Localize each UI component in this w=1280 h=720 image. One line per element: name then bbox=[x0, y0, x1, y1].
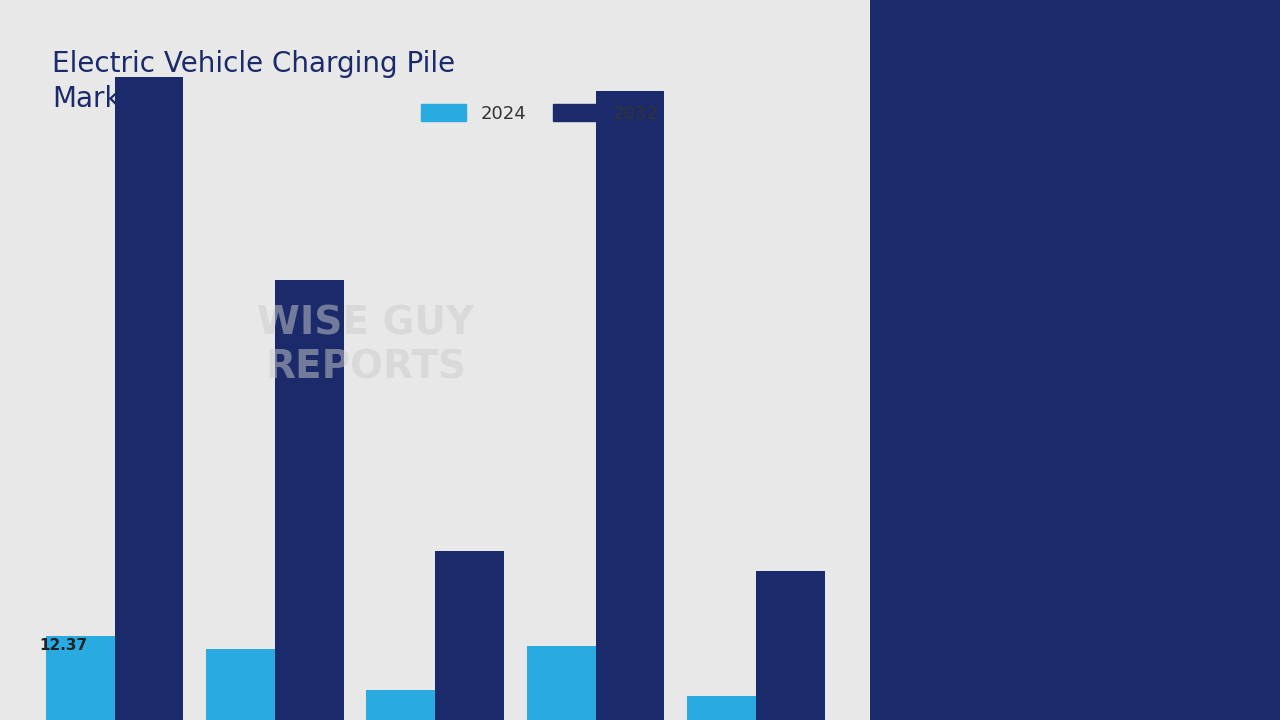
Bar bbox=[756, 571, 824, 720]
Bar bbox=[46, 636, 114, 720]
Legend: 2024, 2032: 2024, 2032 bbox=[412, 96, 668, 132]
Bar bbox=[206, 649, 275, 720]
Text: Electric Vehicle Charging Pile
Market: Electric Vehicle Charging Pile Market bbox=[52, 50, 456, 113]
Bar bbox=[595, 91, 664, 720]
Bar bbox=[366, 690, 435, 720]
Bar bbox=[114, 77, 183, 720]
Text: 12.37: 12.37 bbox=[38, 638, 87, 653]
Bar bbox=[275, 280, 343, 720]
Bar bbox=[435, 551, 504, 720]
Text: WISE GUY
REPORTS: WISE GUY REPORTS bbox=[257, 305, 474, 387]
Bar bbox=[687, 696, 756, 720]
Bar bbox=[527, 646, 595, 720]
